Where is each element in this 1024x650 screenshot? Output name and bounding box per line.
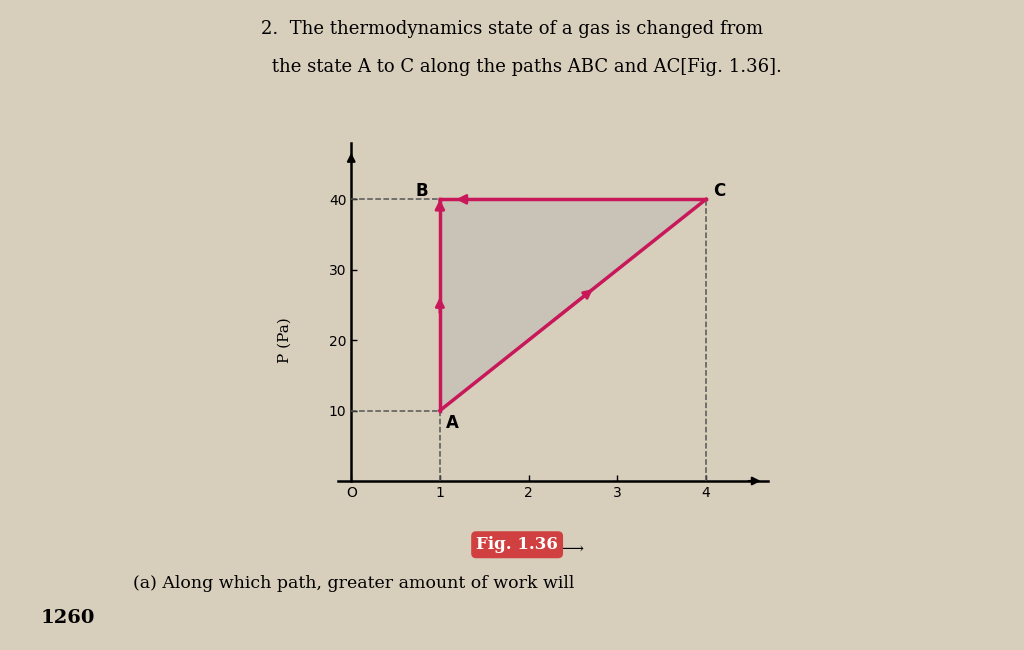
Text: Fig. 1.36: Fig. 1.36 (476, 536, 558, 553)
Text: C: C (713, 182, 725, 200)
Text: B: B (415, 182, 428, 200)
Text: the state A to C along the paths ABC and AC[Fig. 1.36].: the state A to C along the paths ABC and… (243, 58, 781, 77)
Text: A: A (446, 414, 459, 432)
Text: (a) Along which path, greater amount of work will: (a) Along which path, greater amount of … (133, 575, 574, 592)
Text: V (m³) ⟶: V (m³) ⟶ (509, 541, 584, 555)
Text: P (Pa): P (Pa) (278, 317, 292, 363)
Text: 2.  The thermodynamics state of a gas is changed from: 2. The thermodynamics state of a gas is … (261, 20, 763, 38)
Text: 1260: 1260 (41, 609, 95, 627)
Polygon shape (440, 200, 706, 411)
